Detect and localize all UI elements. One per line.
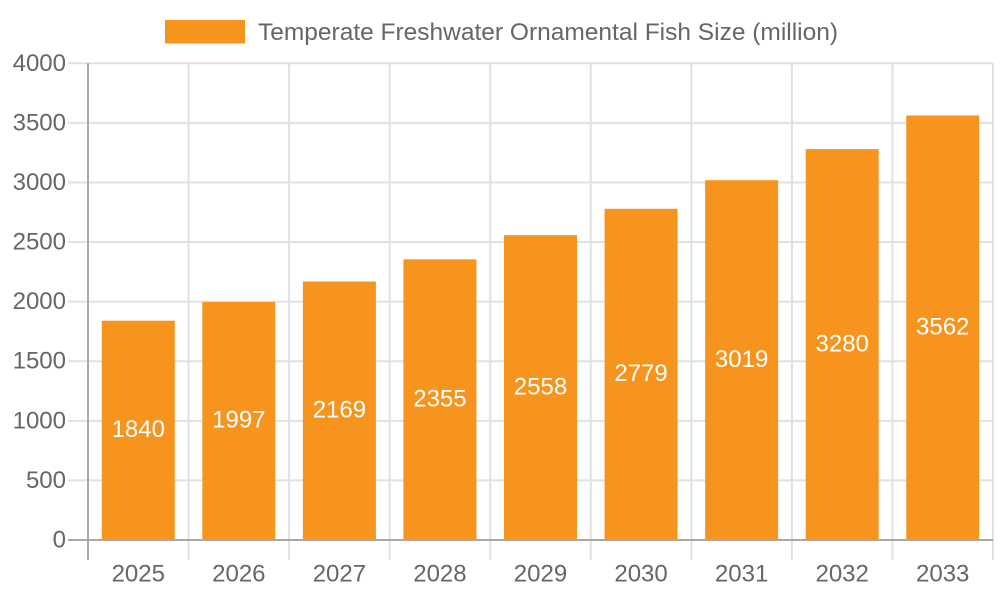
svg-text:2779: 2779 <box>614 360 667 387</box>
svg-text:2500: 2500 <box>13 229 66 256</box>
svg-text:4000: 4000 <box>13 50 66 77</box>
svg-text:3000: 3000 <box>13 169 66 196</box>
svg-text:3019: 3019 <box>715 346 768 373</box>
svg-text:2027: 2027 <box>313 561 366 588</box>
svg-text:Temperate Freshwater Ornamenta: Temperate Freshwater Ornamental Fish Siz… <box>258 19 838 46</box>
svg-text:500: 500 <box>26 467 66 494</box>
svg-text:2025: 2025 <box>112 561 165 588</box>
svg-text:2000: 2000 <box>13 288 66 315</box>
svg-text:2028: 2028 <box>413 561 466 588</box>
svg-text:2169: 2169 <box>313 396 366 423</box>
svg-text:1840: 1840 <box>112 416 165 443</box>
svg-text:3500: 3500 <box>13 109 66 136</box>
svg-text:2558: 2558 <box>514 373 567 400</box>
svg-text:2033: 2033 <box>916 561 969 588</box>
svg-text:1000: 1000 <box>13 407 66 434</box>
svg-text:2030: 2030 <box>614 561 667 588</box>
svg-text:0: 0 <box>53 527 66 554</box>
svg-text:2031: 2031 <box>715 561 768 588</box>
svg-text:1500: 1500 <box>13 348 66 375</box>
svg-text:2355: 2355 <box>413 385 466 412</box>
svg-text:2032: 2032 <box>815 561 868 588</box>
svg-text:3280: 3280 <box>815 330 868 357</box>
svg-text:2026: 2026 <box>212 561 265 588</box>
svg-text:1997: 1997 <box>212 407 265 434</box>
svg-text:2029: 2029 <box>514 561 567 588</box>
svg-text:3562: 3562 <box>916 313 969 340</box>
